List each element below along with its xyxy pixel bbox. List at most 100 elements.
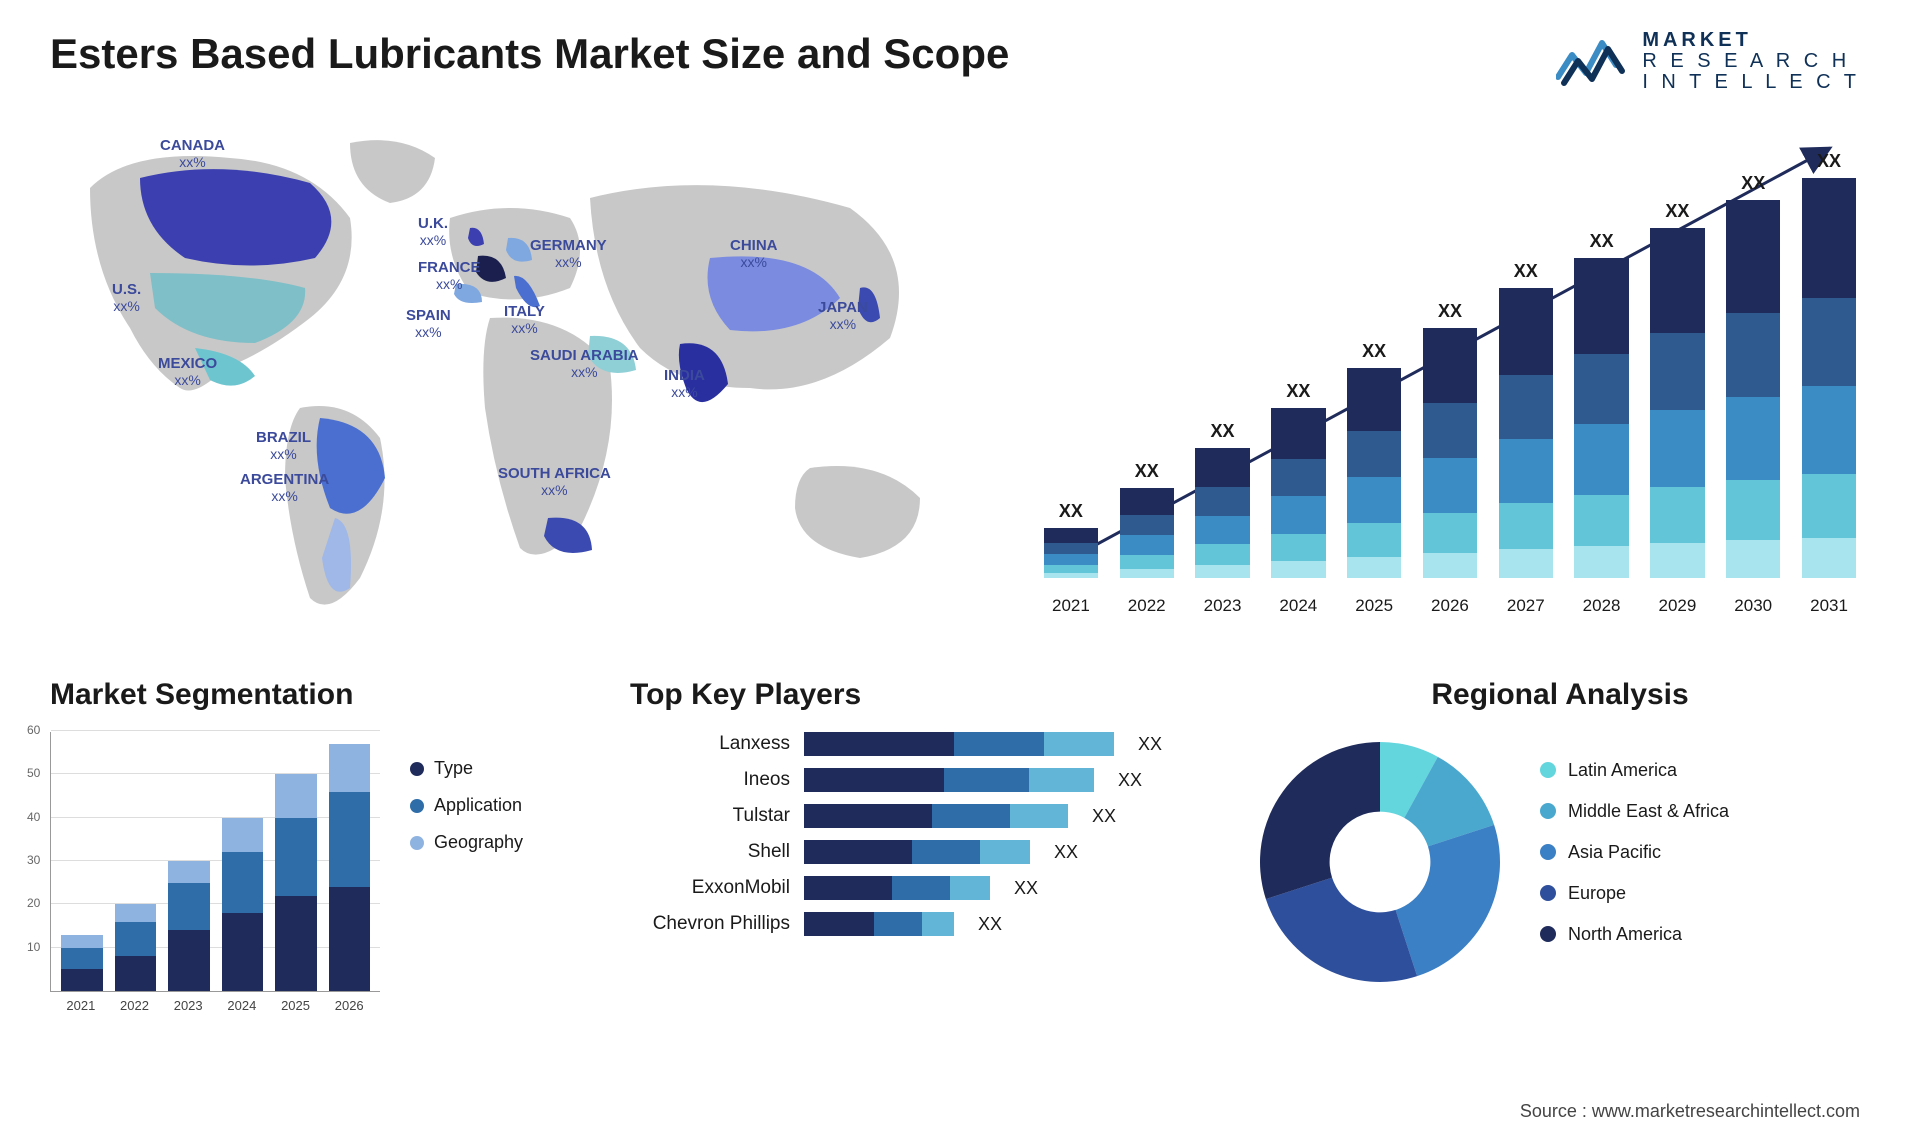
main-bar-value-label: XX xyxy=(1211,421,1235,442)
seg-bar-segment xyxy=(329,744,371,792)
main-bar-segment xyxy=(1120,515,1174,535)
main-bar-segment xyxy=(1423,328,1477,403)
main-bar-segment xyxy=(1650,487,1704,543)
seg-bar-column xyxy=(275,774,317,991)
main-year-label: 2031 xyxy=(1798,596,1860,616)
seg-bar-column xyxy=(168,861,210,991)
tkp-company-label: ExxonMobil xyxy=(630,877,790,899)
map-country-label: SOUTH AFRICAxx% xyxy=(498,466,611,498)
main-bar-segment xyxy=(1120,569,1174,578)
seg-bar-segment xyxy=(115,956,157,991)
main-bar-chart: XXXXXXXXXXXXXXXXXXXXXX 20212022202320242… xyxy=(1030,108,1870,628)
tkp-bar-segment xyxy=(1029,768,1094,792)
main-year-label: 2021 xyxy=(1040,596,1102,616)
tkp-bar-segment xyxy=(804,876,892,900)
seg-bar-segment xyxy=(275,896,317,991)
seg-bar-column xyxy=(222,818,264,991)
logo-line2: R E S E A R C H xyxy=(1642,51,1860,72)
tkp-company-label: Lanxess xyxy=(630,733,790,755)
main-bar-segment xyxy=(1044,554,1098,565)
main-bar-segment xyxy=(1423,553,1477,578)
main-bar-segment xyxy=(1195,448,1249,487)
seg-year-label: 2023 xyxy=(167,998,209,1013)
main-bar-segment xyxy=(1271,496,1325,533)
tkp-bar xyxy=(804,840,1030,864)
main-bar-value-label: XX xyxy=(1514,261,1538,282)
main-bar-segment xyxy=(1044,528,1098,543)
main-bar-segment xyxy=(1650,333,1704,410)
tkp-value-label: XX xyxy=(1118,770,1142,791)
tkp-value-label: XX xyxy=(1014,878,1038,899)
main-bar-column: XX xyxy=(1343,341,1405,578)
regional-title: Regional Analysis xyxy=(1250,678,1870,712)
tkp-row: TulstarXX xyxy=(630,804,1210,828)
tkp-bar-segment xyxy=(804,768,944,792)
main-bar-segment xyxy=(1726,397,1780,480)
tkp-bar-segment xyxy=(804,912,874,936)
tkp-bar-segment xyxy=(874,912,922,936)
main-bar-segment xyxy=(1499,375,1553,439)
segmentation-chart: 102030405060 xyxy=(50,732,380,992)
main-bar-segment xyxy=(1195,565,1249,578)
map-country-label: GERMANYxx% xyxy=(530,238,607,270)
top-key-players-panel: Top Key Players LanxessXXIneosXXTulstarX… xyxy=(630,678,1210,1013)
main-bar-segment xyxy=(1044,565,1098,573)
donut-slice xyxy=(1260,742,1380,899)
tkp-bar-segment xyxy=(980,840,1030,864)
main-bar-column: XX xyxy=(1192,421,1254,578)
tkp-bar-segment xyxy=(804,732,954,756)
ra-legend-item: Asia Pacific xyxy=(1540,842,1729,863)
tkp-value-label: XX xyxy=(1138,734,1162,755)
tkp-row: Lanxess XX xyxy=(630,732,1210,756)
seg-year-label: 2021 xyxy=(60,998,102,1013)
map-country-label: JAPANxx% xyxy=(818,300,868,332)
seg-bar-column xyxy=(61,935,103,991)
main-bar-segment xyxy=(1120,535,1174,555)
main-year-label: 2029 xyxy=(1647,596,1709,616)
map-country-label: CHINAxx% xyxy=(730,238,778,270)
main-bar-segment xyxy=(1574,354,1628,424)
seg-year-label: 2026 xyxy=(328,998,370,1013)
main-bar-value-label: XX xyxy=(1362,341,1386,362)
main-bar-value-label: XX xyxy=(1741,173,1765,194)
map-country-label: ARGENTINAxx% xyxy=(240,472,329,504)
main-bar-segment xyxy=(1347,431,1401,477)
main-bar-segment xyxy=(1271,408,1325,459)
main-bar-segment xyxy=(1574,424,1628,494)
main-bar-segment xyxy=(1650,410,1704,487)
map-country-label: INDIAxx% xyxy=(664,368,705,400)
main-bar-segment xyxy=(1347,557,1401,578)
main-bar-segment xyxy=(1195,516,1249,545)
main-bar-segment xyxy=(1574,546,1628,578)
map-country-label: SPAINxx% xyxy=(406,308,451,340)
main-bar-column: XX xyxy=(1647,201,1709,578)
main-bar-value-label: XX xyxy=(1286,381,1310,402)
main-bar-column: XX xyxy=(1116,461,1178,578)
main-bar-segment xyxy=(1726,540,1780,578)
main-bar-segment xyxy=(1802,386,1856,474)
seg-bar-segment xyxy=(61,948,103,970)
tkp-value-label: XX xyxy=(1092,806,1116,827)
main-bar-segment xyxy=(1347,523,1401,557)
seg-year-label: 2022 xyxy=(114,998,156,1013)
main-bar-segment xyxy=(1574,495,1628,546)
main-year-label: 2025 xyxy=(1343,596,1405,616)
seg-bar-segment xyxy=(222,818,264,853)
main-bar-segment xyxy=(1120,488,1174,515)
tkp-bar xyxy=(804,804,1068,828)
ra-legend-item: Middle East & Africa xyxy=(1540,801,1729,822)
seg-bar-column xyxy=(329,744,371,991)
main-bar-segment xyxy=(1574,258,1628,354)
main-bar-segment xyxy=(1271,459,1325,496)
tkp-row: Chevron PhillipsXX xyxy=(630,912,1210,936)
seg-bar-segment xyxy=(61,969,103,991)
main-bar-value-label: XX xyxy=(1135,461,1159,482)
main-bar-segment xyxy=(1802,538,1856,578)
main-bar-column: XX xyxy=(1267,381,1329,578)
world-map: CANADAxx%U.S.xx%MEXICOxx%BRAZILxx%ARGENT… xyxy=(50,108,970,628)
main-bar-column: XX xyxy=(1798,151,1860,578)
tkp-bar-segment xyxy=(912,840,980,864)
main-bar-segment xyxy=(1120,555,1174,569)
map-country-label: SAUDI ARABIAxx% xyxy=(530,348,639,380)
main-bar-segment xyxy=(1726,313,1780,396)
